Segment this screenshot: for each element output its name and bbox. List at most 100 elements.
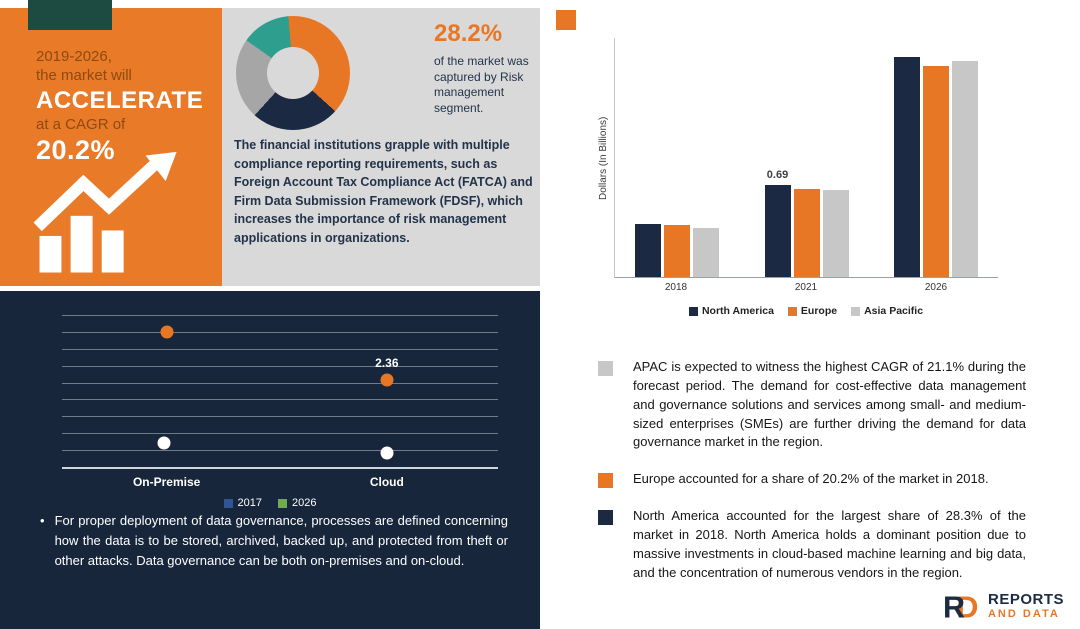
bar-fill [923,66,949,277]
segment-donut [236,16,350,130]
bar-fill [822,190,849,277]
deployment-card: 2.36 On-Premise Cloud 2017 2026 • For prop… [0,291,540,629]
bar-group: 0.69 [764,169,849,277]
deployment-paragraph: For proper deployment of data governance… [54,513,508,569]
legend-swatch [787,306,797,316]
segment-stat: 28.2% [434,20,503,47]
region-bullet-text: APAC is expected to witness the highest … [633,359,1026,450]
region-bullet-apac: APAC is expected to witness the highest … [598,358,1026,452]
dot-plot-legend: 2017 2026 [0,497,540,509]
svg-text:R: R [943,590,965,623]
bar-chart-plot-column: 0.69 2018 2021 2026 North America Europe Asi… [614,38,998,317]
legend-label: Asia Pacific [864,305,924,317]
gridline [62,433,498,435]
corner-accent [28,0,112,30]
bar-fill [793,189,820,277]
bar-fill [664,225,690,277]
bar-group [635,224,719,277]
segment-card: 28.2% of the market was captured by Risk… [222,8,540,286]
bar-group [894,57,978,277]
segment-stat-caption: of the market was captured by Risk manag… [434,54,529,115]
legend-item: 2026 [278,497,316,509]
bar [952,61,978,277]
region-bullet-square [598,473,613,489]
axis-category-label: 2018 [664,282,688,293]
bullet-marker: • [40,513,45,528]
data-point [380,446,394,460]
gridline [62,365,498,367]
bar-chart-ylabel: Dollars (In Billions) [598,116,609,200]
legend-item: 2017 [223,497,262,509]
bar-fill [894,57,920,277]
gridline [62,399,498,401]
bar-chart-plot: 0.69 [614,38,998,278]
donut-hole [267,47,319,99]
data-point [380,373,394,387]
bar-fill [764,185,791,277]
bar-fill [693,228,719,277]
cagr-subline: the market will [36,66,132,84]
bar: 0.69 [764,169,791,277]
dot-plot-categories: On-Premise Cloud [62,475,498,491]
logo-name-top: REPORTS [987,590,1064,608]
bar-value-label: 0.69 [766,169,789,181]
dot-plot-area: 2.36 [62,315,498,469]
gridline [62,348,498,350]
segment-stat-block: 28.2% of the market was captured by Risk… [434,20,532,116]
data-point [157,436,171,450]
logo-mark-icon: D R [943,590,978,623]
legend-item: Asia Pacific [851,305,923,317]
bar [693,228,719,277]
bar [894,57,920,277]
gridline [62,416,498,418]
bar [664,225,690,277]
legend-item: North America [688,305,774,317]
axis-category-label: 2026 [924,282,948,293]
segment-paragraph: The financial institutions grapple with … [234,138,533,245]
logo-name-bottom: AND DATA [987,608,1060,621]
region-bullet-square [598,510,613,526]
data-point-label: 2.36 [375,356,399,371]
bar-fill [952,61,978,277]
data-point [160,325,174,339]
bar [822,190,849,277]
region-bullet-text: Europe accounted for a share of 20.2% of… [633,471,989,487]
regional-panel: Dollars (In Billions) 0.69 2018 2021 2026 … [540,0,1080,629]
region-bullet-north-america: North America accounted for the largest … [598,507,1026,582]
cagr-headline: ACCELERATE [36,86,204,114]
legend-label: 2026 [292,497,317,509]
legend-label: North America [701,305,774,317]
gridline [62,315,498,316]
gridline [62,382,498,384]
gridline [62,450,498,452]
legend-label: Europe [800,305,838,317]
bar-fill [635,224,661,277]
axis-category-label: Cloud [369,475,404,489]
axis-category-label: 2021 [794,282,818,293]
reports-and-data-logo: D R REPORTS AND DATA [942,589,1064,623]
legend-swatch [223,498,233,508]
region-bullet-text: North America accounted for the largest … [633,508,1026,580]
gridline [62,331,498,333]
region-bullet-europe: Europe accounted for a share of 20.2% of… [598,470,1026,489]
bar-chart-categories: 2018 2021 2026 [614,282,998,293]
legend-item: Europe [787,305,838,317]
bar [923,66,949,277]
legend-swatch [688,306,698,316]
regional-bar-chart: Dollars (In Billions) 0.69 2018 2021 2026 … [598,38,998,317]
decorative-square [556,10,576,30]
bar [793,189,820,277]
axis-category-label: On-Premise [132,475,201,489]
region-bullet-square [598,361,613,376]
region-bullet-list: APAC is expected to witness the highest … [598,358,1026,582]
cagr-period: 2019-2026, [36,48,112,65]
cagr-caption: at a CAGR of [36,115,126,133]
legend-swatch [278,498,287,508]
bar [635,224,661,277]
cagr-card: 2019-2026, the market will ACCELERATE at… [0,8,222,286]
legend-swatch [851,306,861,316]
growth-arrow-icon [33,151,177,273]
cagr-value: 20.2% [36,135,116,166]
bar-chart-legend: North America Europe Asia Pacific [614,305,998,317]
